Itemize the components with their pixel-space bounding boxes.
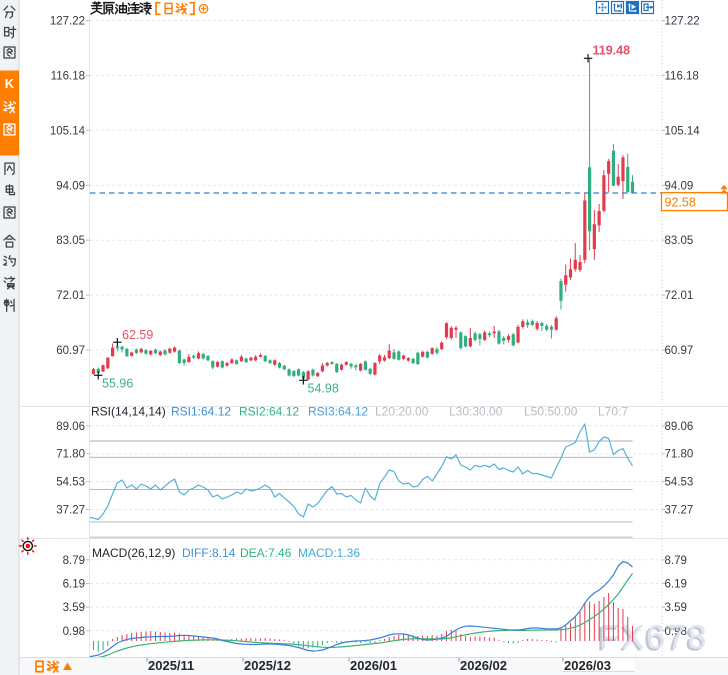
svg-text:72.01: 72.01	[56, 290, 85, 302]
svg-text:2026/02: 2026/02	[460, 658, 507, 673]
svg-text:105.14: 105.14	[50, 125, 86, 137]
svg-text:37.27: 37.27	[665, 505, 694, 517]
svg-text:89.06: 89.06	[56, 421, 85, 433]
svg-text:37.27: 37.27	[56, 505, 85, 517]
svg-text:54.53: 54.53	[56, 477, 85, 489]
svg-text:0.98: 0.98	[63, 626, 85, 638]
svg-text:72.01: 72.01	[665, 290, 694, 302]
svg-text:FX678: FX678	[597, 621, 706, 659]
svg-text:6.19: 6.19	[63, 578, 85, 590]
svg-text:K: K	[5, 76, 15, 91]
svg-text:89.06: 89.06	[665, 421, 694, 433]
svg-text:MACD(26,12,9): MACD(26,12,9)	[92, 546, 175, 560]
svg-text:2026/03: 2026/03	[564, 658, 611, 673]
svg-text:DEA:7.46: DEA:7.46	[240, 546, 292, 560]
svg-text:RSI1:64.12: RSI1:64.12	[171, 405, 231, 419]
svg-text:83.05: 83.05	[56, 235, 85, 247]
svg-text:DIFF:8.14: DIFF:8.14	[182, 546, 236, 560]
svg-text:116.18: 116.18	[51, 70, 85, 82]
svg-text:54.53: 54.53	[665, 477, 694, 489]
svg-text:3.59: 3.59	[63, 602, 85, 614]
svg-text:119.48: 119.48	[593, 44, 631, 58]
svg-text:RSI2:64.12: RSI2:64.12	[239, 405, 299, 419]
svg-text:6.19: 6.19	[665, 578, 687, 590]
svg-text:0.98: 0.98	[665, 626, 687, 638]
svg-text:71.80: 71.80	[56, 449, 85, 461]
svg-text:94.09: 94.09	[56, 180, 85, 192]
svg-text:MACD:1.36: MACD:1.36	[298, 546, 360, 560]
svg-text:62.59: 62.59	[122, 328, 153, 342]
svg-text:FX678: FX678	[599, 619, 708, 657]
svg-text:127.22: 127.22	[665, 16, 700, 28]
svg-text:RSI3:64.12: RSI3:64.12	[308, 405, 368, 419]
svg-text:60.97: 60.97	[56, 345, 85, 357]
svg-text:83.05: 83.05	[665, 235, 694, 247]
svg-text:54.98: 54.98	[308, 382, 339, 396]
svg-text:94.09: 94.09	[665, 180, 694, 192]
svg-text:L70:7: L70:7	[598, 405, 628, 419]
svg-text:L20:20.00: L20:20.00	[375, 405, 429, 419]
svg-text:RSI(14,14,14): RSI(14,14,14)	[91, 405, 166, 419]
svg-text:3.59: 3.59	[665, 602, 687, 614]
svg-text:2026/01: 2026/01	[350, 658, 397, 673]
svg-text:2025/12: 2025/12	[244, 658, 291, 673]
svg-text:8.79: 8.79	[665, 555, 687, 567]
svg-text:92.58: 92.58	[665, 195, 696, 209]
svg-text:55.96: 55.96	[102, 377, 133, 391]
svg-text:71.80: 71.80	[665, 449, 694, 461]
svg-text:127.22: 127.22	[50, 16, 85, 28]
svg-text:116.18: 116.18	[665, 70, 699, 82]
svg-text:L30:30.00: L30:30.00	[449, 405, 503, 419]
svg-text:8.79: 8.79	[63, 555, 85, 567]
svg-text:60.97: 60.97	[665, 345, 694, 357]
svg-text:L50:50.00: L50:50.00	[524, 405, 578, 419]
svg-text:2025/11: 2025/11	[148, 658, 194, 673]
svg-text:105.14: 105.14	[665, 125, 701, 137]
